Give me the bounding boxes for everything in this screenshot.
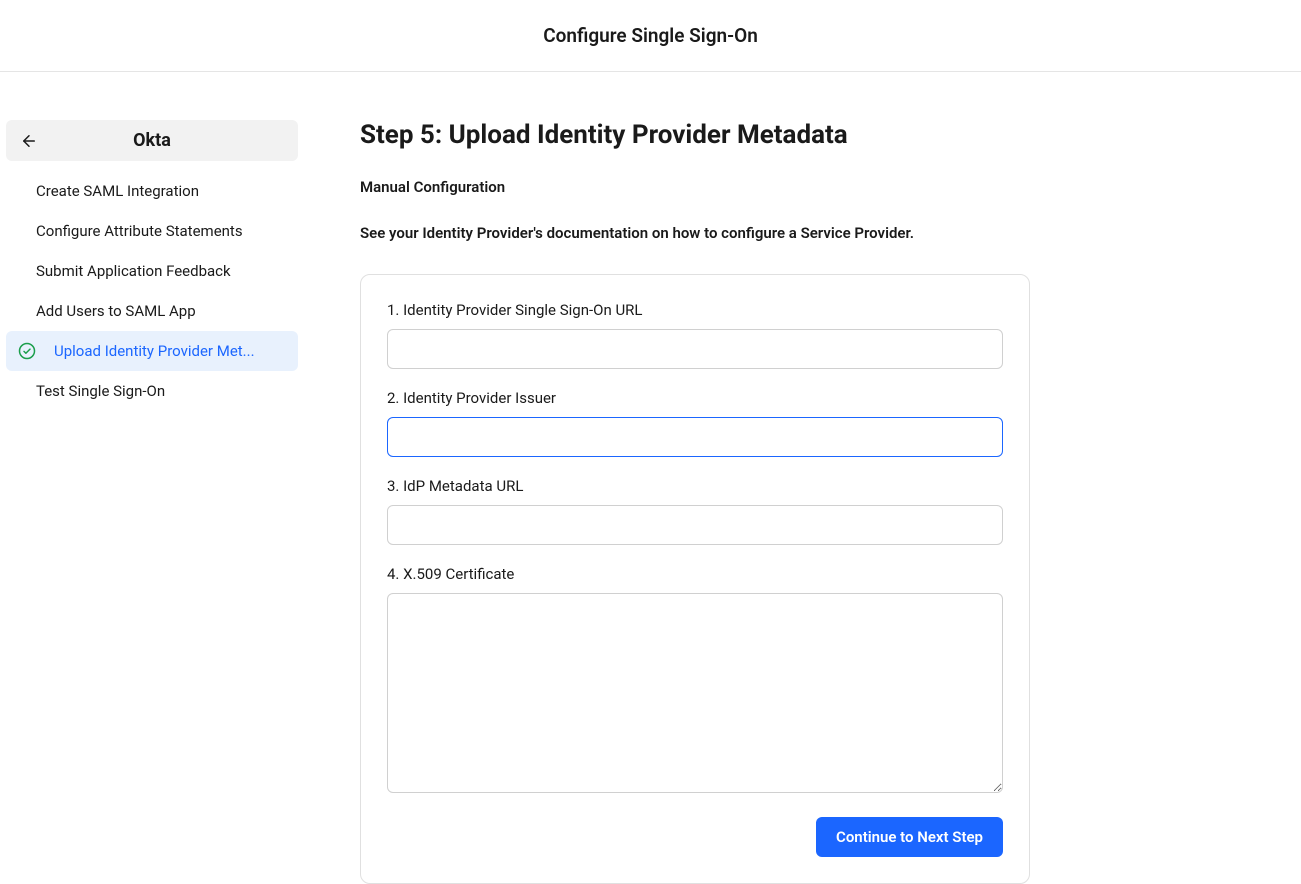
page-header: Configure Single Sign-On	[0, 0, 1301, 72]
sidebar-header[interactable]: Okta	[6, 120, 298, 161]
label-metadata-url: 3. IdP Metadata URL	[387, 477, 1003, 495]
config-description: See your Identity Provider's documentati…	[360, 224, 1030, 242]
sidebar-item-upload-metadata[interactable]: Upload Identity Provider Met...	[6, 331, 298, 371]
sidebar-item-label: Create SAML Integration	[36, 182, 199, 200]
sidebar-item-add-users[interactable]: Add Users to SAML App	[6, 291, 298, 331]
sidebar-item-label: Submit Application Feedback	[36, 262, 231, 280]
form-group-issuer: 2. Identity Provider Issuer	[387, 389, 1003, 457]
textarea-certificate[interactable]	[387, 593, 1003, 793]
step-title: Step 5: Upload Identity Provider Metadat…	[360, 120, 1030, 150]
page-title: Configure Single Sign-On	[0, 24, 1301, 47]
sidebar-item-label: Test Single Sign-On	[36, 382, 165, 400]
input-issuer[interactable]	[387, 417, 1003, 457]
sidebar: Okta Create SAML Integration Configure A…	[0, 120, 310, 884]
sidebar-item-label: Upload Identity Provider Met...	[54, 342, 255, 360]
label-certificate: 4. X.509 Certificate	[387, 565, 1003, 583]
check-circle-icon	[6, 342, 36, 360]
form-card: 1. Identity Provider Single Sign-On URL …	[360, 274, 1030, 884]
button-row: Continue to Next Step	[387, 817, 1003, 857]
sidebar-item-configure-attributes[interactable]: Configure Attribute Statements	[6, 211, 298, 251]
sidebar-provider-title: Okta	[38, 130, 284, 151]
sidebar-item-submit-feedback[interactable]: Submit Application Feedback	[6, 251, 298, 291]
sidebar-item-create-saml[interactable]: Create SAML Integration	[6, 171, 298, 211]
form-group-certificate: 4. X.509 Certificate	[387, 565, 1003, 797]
config-subtitle: Manual Configuration	[360, 178, 1030, 196]
label-issuer: 2. Identity Provider Issuer	[387, 389, 1003, 407]
label-sso-url: 1. Identity Provider Single Sign-On URL	[387, 301, 1003, 319]
continue-button[interactable]: Continue to Next Step	[816, 817, 1003, 857]
sidebar-item-label: Add Users to SAML App	[36, 302, 196, 320]
arrow-left-icon[interactable]	[20, 132, 38, 150]
form-group-metadata-url: 3. IdP Metadata URL	[387, 477, 1003, 545]
main-content: Step 5: Upload Identity Provider Metadat…	[310, 120, 1070, 884]
input-sso-url[interactable]	[387, 329, 1003, 369]
form-group-sso-url: 1. Identity Provider Single Sign-On URL	[387, 301, 1003, 369]
layout: Okta Create SAML Integration Configure A…	[0, 72, 1301, 884]
sidebar-item-test-sso[interactable]: Test Single Sign-On	[6, 371, 298, 411]
input-metadata-url[interactable]	[387, 505, 1003, 545]
sidebar-item-label: Configure Attribute Statements	[36, 222, 243, 240]
